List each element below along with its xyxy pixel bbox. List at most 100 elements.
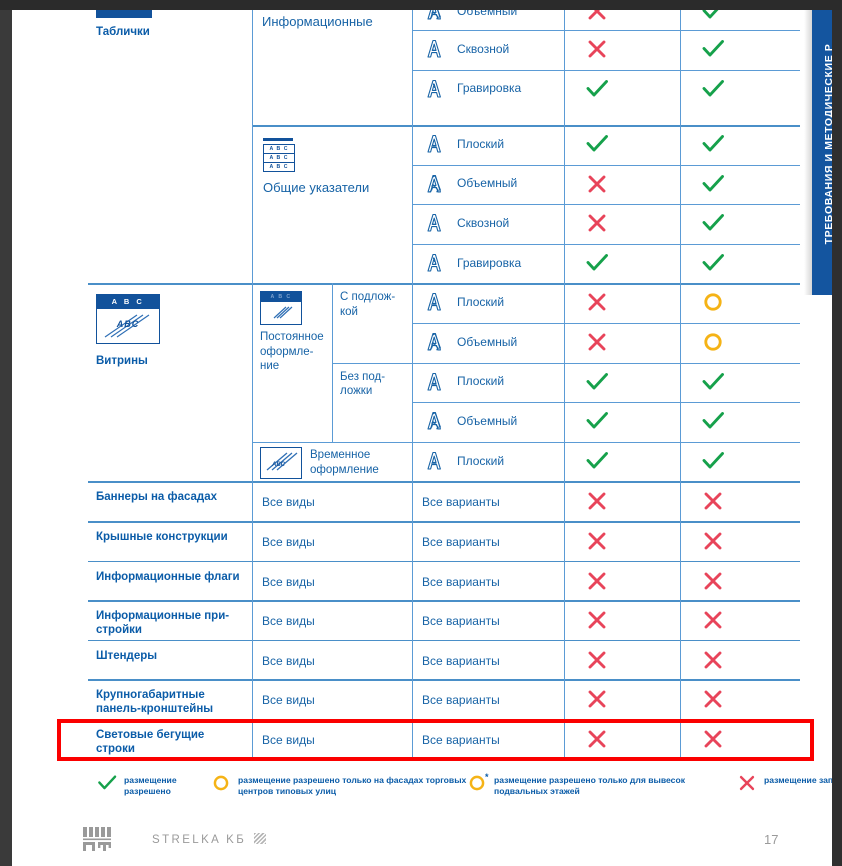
temporary-decor-thumb: ABC [260, 446, 302, 479]
table-hline [252, 125, 800, 127]
table-hline [88, 481, 800, 483]
row-name-cell: Баннеры на фасадах [96, 491, 218, 504]
legend-star: * [485, 772, 489, 782]
variant-cell: Плоский [422, 289, 562, 317]
page-footer: STRELKA KБ 17 [12, 816, 832, 866]
mark-col6 [700, 686, 726, 712]
mark-col6 [700, 448, 726, 474]
mark-col6 [700, 36, 726, 62]
mark-col5 [584, 528, 610, 554]
table-hline [412, 204, 800, 206]
table-vline [564, 10, 565, 284]
table-vline [564, 283, 565, 482]
row-types-cell: Все виды [262, 733, 315, 747]
table-vline [564, 481, 565, 759]
legend-text: размещение разрешено только для вывесок … [494, 775, 686, 797]
table-hline [412, 323, 800, 324]
row-types-cell: Все виды [262, 693, 315, 708]
document-page: ТРЕБОВАНИЯ И МЕТОДИЧЕСКИЕ Р Объемный Скво… [12, 10, 832, 866]
table-hline [88, 639, 800, 642]
table-vline [412, 10, 413, 284]
legend: размещение разрешено размещение разрешено… [88, 768, 832, 816]
viewer-top-chrome [0, 0, 842, 10]
row-name-cell: Крышные конструкции [96, 531, 228, 543]
mark-col5 [584, 250, 610, 276]
row-types-cell: Все виды [262, 614, 315, 629]
brand-label: STRELKA KБ [152, 833, 267, 846]
legend-text: размещение разрешено [124, 775, 177, 797]
table-hline [88, 719, 800, 721]
sign-plate-thumb: A B C [96, 10, 152, 18]
mark-col6 [700, 647, 726, 673]
row-types-cell: Все виды [262, 535, 315, 549]
brand-text: STRELKA KБ [152, 834, 247, 846]
row-options-cell: Все варианты [422, 693, 500, 708]
kind-label: Без под-ложки [340, 370, 386, 397]
legend-item: размещение разрешено только на фасадах т… [210, 772, 480, 798]
row-name-cell: Штендеры [96, 649, 158, 662]
mark-col5 [584, 329, 610, 355]
mark-col5 [584, 726, 610, 752]
svg-text:ABC: ABC [271, 462, 286, 468]
mark-col6 [700, 171, 726, 197]
mark-col5 [584, 289, 610, 315]
table-vline [680, 10, 681, 284]
mark-col5 [584, 171, 610, 197]
table-hline [412, 243, 800, 245]
viewer-right-chrome [832, 0, 842, 866]
page-number: 17 [764, 832, 779, 847]
variant-cell: Объемный [422, 329, 562, 357]
subgroup-label-informacionnye: Информационные [262, 14, 373, 29]
mark-col6 [700, 329, 726, 355]
row-options-cell: Все варианты [422, 574, 500, 589]
kind-label: С подлож-кой [340, 291, 396, 318]
row-options-cell: Все варианты [422, 614, 500, 629]
row-name-cell: Крупногабаритные панель-кронштейны [96, 689, 214, 716]
mark-col5 [584, 131, 610, 157]
mark-col5 [584, 10, 610, 24]
section-side-tab-label: ТРЕБОВАНИЯ И МЕТОДИЧЕСКИЕ Р [823, 44, 832, 245]
table-hline [88, 283, 800, 285]
table-hline [88, 560, 800, 563]
row-name-cell: Информационные флаги [96, 570, 240, 583]
viewer-left-chrome [0, 0, 12, 866]
subgroup-postoyannoe: A B C Постоянное оформле-ние [260, 291, 332, 387]
showcase-thumb: A B C ABC [96, 294, 160, 345]
section-side-tab[interactable]: ТРЕБОВАНИЯ И МЕТОДИЧЕСКИЕ Р [812, 10, 832, 295]
legend-circle-icon [210, 772, 232, 794]
table-vline [412, 283, 413, 482]
subgroup-vremennoe: ABC Временное оформление [260, 446, 410, 479]
table-hline [88, 758, 800, 761]
mark-col6 [700, 131, 726, 157]
row-options-cell: Все варианты [422, 653, 500, 668]
permanent-decor-thumb: A B C [260, 291, 302, 326]
mark-col5 [584, 568, 610, 594]
table-hline [412, 164, 800, 166]
variant-cell: Гравировка [422, 76, 562, 104]
row-types-cell: Все виды [262, 574, 315, 589]
legend-item: размещение запрещено [736, 772, 832, 794]
mark-col5 [584, 647, 610, 673]
row-options-cell: Все варианты [422, 495, 500, 510]
table-vline [332, 283, 333, 442]
mark-col6 [700, 76, 726, 102]
mark-col6 [700, 607, 726, 633]
legend-circle-icon: * [466, 772, 489, 794]
group-label-tablichki: A B CТаблички [96, 10, 246, 56]
mark-col6 [700, 408, 726, 434]
mark-col6 [700, 528, 726, 554]
row-name-cell: Световые бегущие строки [96, 729, 205, 756]
variant-cell: Плоский [422, 448, 562, 476]
variant-cell: Сквозной [422, 36, 562, 64]
legend-item: * размещение разрешено только для вывесок… [466, 772, 726, 798]
side-tab-shadow [804, 10, 812, 295]
mark-col5 [584, 488, 610, 514]
mark-col5 [584, 369, 610, 395]
table-hline [412, 69, 800, 71]
row-options-cell: Все варианты [422, 733, 500, 747]
table-vline [680, 283, 681, 482]
variant-cell: Гравировка [422, 250, 562, 278]
mark-col6 [700, 10, 726, 24]
table-hline [412, 402, 800, 404]
